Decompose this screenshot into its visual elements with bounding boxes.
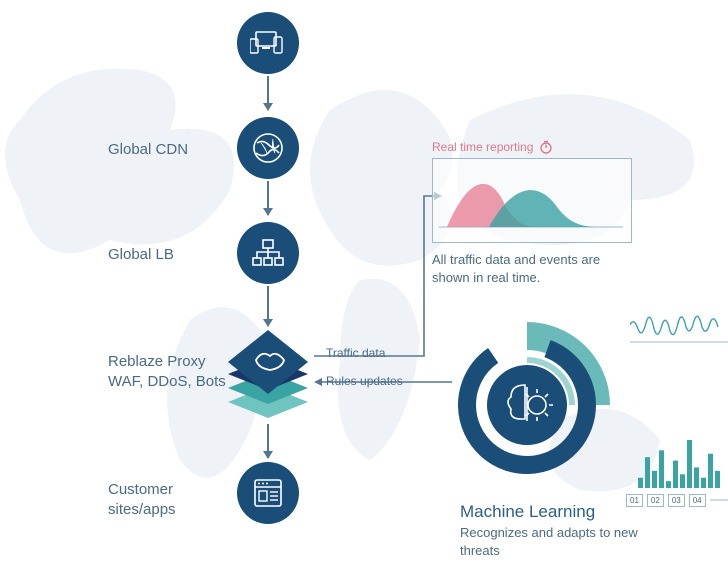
label-cdn: Global CDN: [108, 140, 188, 160]
arrow-lb-proxy: [267, 286, 269, 326]
flow-label-rules: Rules updates: [326, 374, 403, 388]
arrow-proxy-customer: [267, 424, 269, 458]
label-lb: Global LB: [108, 245, 174, 265]
reporting-chart: [439, 165, 623, 235]
tick-04: 04: [689, 494, 706, 507]
tick-02: 02: [647, 494, 664, 507]
browser-window-icon: [252, 477, 284, 509]
node-devices: [237, 12, 299, 74]
reporting-caption: All traffic data and events are shown in…: [432, 251, 632, 287]
tick-01: 01: [626, 494, 643, 507]
loadbalancer-icon: [251, 238, 285, 268]
reporting-panel: Real time reporting All traffic data and…: [432, 140, 632, 287]
ml-ring: [432, 310, 622, 500]
label-customer: Customer sites/apps: [108, 480, 176, 521]
ml-ring-graphic: [432, 310, 622, 500]
ml-title: Machine Learning: [460, 502, 595, 522]
tick-tail-line: [710, 494, 728, 506]
node-customer: [237, 462, 299, 524]
globe-icon: [251, 131, 285, 165]
node-lb: [237, 222, 299, 284]
sparkline: [630, 300, 728, 350]
devices-icon: [250, 29, 286, 57]
spark-bars: [636, 430, 728, 490]
node-cdn: [237, 117, 299, 179]
ml-caption: Recognizes and adapts to new threats: [460, 524, 640, 560]
tick-row: 01 02 03 04: [626, 494, 728, 507]
flow-label-traffic: Traffic data: [326, 346, 385, 360]
tick-03: 03: [668, 494, 685, 507]
reporting-title: Real time reporting: [432, 140, 533, 154]
arrow-cdn-lb: [267, 181, 269, 215]
label-proxy: Reblaze Proxy WAF, DDoS, Bots: [108, 352, 226, 393]
arrow-devices-cdn: [267, 76, 269, 110]
stopwatch-icon: [539, 140, 553, 154]
